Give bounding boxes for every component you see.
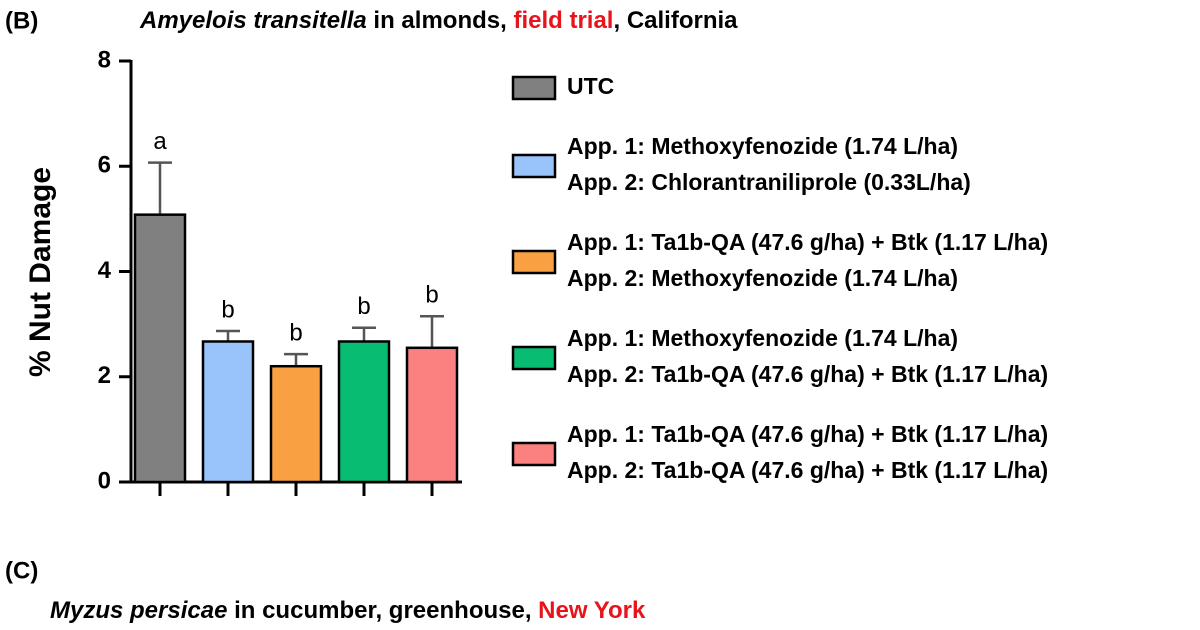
legend-label: App. 1: Ta1b-QA (47.6 g/ha) + Btk (1.17 … <box>567 229 1048 255</box>
panel-title: Myzus persicae in cucumber, greenhouse, … <box>50 597 646 624</box>
y-tick-label: 6 <box>98 152 111 179</box>
title-part: , California <box>613 7 738 34</box>
legend-label: App. 1: Methoxyfenozide (1.74 L/ha) <box>567 325 958 351</box>
y-tick-label: 8 <box>98 46 111 73</box>
legend-swatch <box>511 441 557 467</box>
significance-letter: b <box>425 282 438 309</box>
title-part: Myzus persicae <box>50 597 227 624</box>
legend-swatch <box>511 345 557 371</box>
title-part: New York <box>538 597 646 624</box>
significance-letter: b <box>289 319 302 346</box>
legend-label: UTC <box>567 73 614 99</box>
y-tick-label: 2 <box>98 362 111 389</box>
significance-letter: b <box>357 293 370 320</box>
chart-title: Amyelois transitella in almonds, field t… <box>139 7 738 34</box>
legend-label: App. 2: Ta1b-QA (47.6 g/ha) + Btk (1.17 … <box>567 457 1048 483</box>
legend-label: App. 2: Ta1b-QA (47.6 g/ha) + Btk (1.17 … <box>567 361 1048 387</box>
panel-label: (B) <box>5 7 38 34</box>
y-tick-label: 4 <box>98 257 112 284</box>
legend-swatch <box>511 153 557 179</box>
bar <box>201 340 255 484</box>
y-tick-label: 0 <box>98 467 111 494</box>
legend-label: App. 1: Ta1b-QA (47.6 g/ha) + Btk (1.17 … <box>567 421 1048 447</box>
title-part: in cucumber, greenhouse, <box>227 597 538 624</box>
bar <box>337 340 391 484</box>
legend-swatch <box>511 75 557 101</box>
bar <box>133 213 187 484</box>
y-axis-label: % Nut Damage <box>24 167 57 377</box>
title-part: field trial <box>513 7 613 34</box>
panel-label: (C) <box>5 557 38 584</box>
legend-swatch <box>511 249 557 275</box>
title-part: in almonds, <box>367 7 514 34</box>
legend-label: App. 2: Methoxyfenozide (1.74 L/ha) <box>567 265 958 291</box>
legend-label: App. 1: Methoxyfenozide (1.74 L/ha) <box>567 133 958 159</box>
bar <box>405 346 459 484</box>
title-part: Amyelois transitella <box>139 7 367 34</box>
legend-label: App. 2: Chlorantraniliprole (0.33L/ha) <box>567 169 971 195</box>
significance-letter: a <box>153 128 167 155</box>
bar <box>269 364 323 484</box>
significance-letter: b <box>221 296 234 323</box>
